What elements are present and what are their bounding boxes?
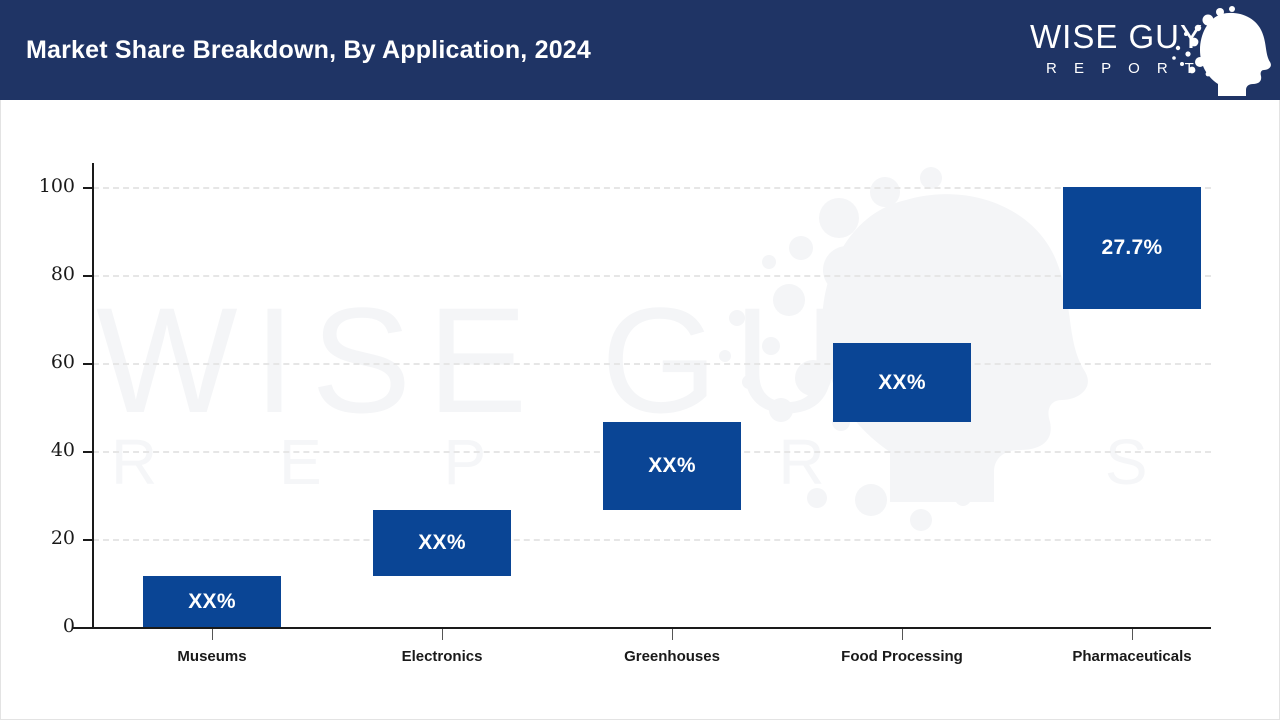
gridline-100 xyxy=(93,187,1211,189)
ytick-label-0: 0 xyxy=(62,615,75,637)
plot-area: 100 80 60 40 20 0 Museums Electronics Gr… xyxy=(1,100,1279,719)
xtick-label-pharmaceuticals: Pharmaceuticals xyxy=(1072,648,1192,665)
bar-greenhouses[interactable]: XX% xyxy=(603,422,741,511)
wise-guy-reports-logo: WISE GUY R E P O R T S xyxy=(1022,4,1272,99)
bar-pharmaceuticals[interactable]: 27.7% xyxy=(1063,187,1201,309)
ytick-mark-40 xyxy=(83,451,93,453)
bar-electronics[interactable]: XX% xyxy=(373,510,511,577)
xtick-mark-greenhouses xyxy=(672,629,673,640)
x-axis-line xyxy=(73,627,1211,629)
svg-text:WISE GUY: WISE GUY xyxy=(1030,18,1203,55)
bar-label-food-processing: XX% xyxy=(878,370,926,394)
xtick-mark-pharmaceuticals xyxy=(1132,629,1133,640)
ytick-mark-100 xyxy=(83,187,93,189)
gridline-80 xyxy=(93,275,1211,277)
gridline-20 xyxy=(93,539,1211,541)
logo-svg: WISE GUY R E P O R T S xyxy=(1030,6,1271,99)
xtick-label-museums: Museums xyxy=(177,648,247,665)
page-title: Market Share Breakdown, By Application, … xyxy=(26,35,592,64)
bar-label-museums: XX% xyxy=(188,589,236,613)
page-header: Market Share Breakdown, By Application, … xyxy=(0,0,1280,100)
xtick-mark-electronics xyxy=(442,629,443,640)
bar-label-electronics: XX% xyxy=(418,531,466,555)
ytick-mark-80 xyxy=(83,275,93,277)
ytick-label-80: 80 xyxy=(50,263,75,285)
ytick-label-20: 20 xyxy=(50,527,75,549)
xtick-label-food-processing: Food Processing xyxy=(841,648,963,665)
ytick-label-60: 60 xyxy=(50,351,75,373)
ytick-mark-60 xyxy=(83,363,93,365)
bar-museums[interactable]: XX% xyxy=(143,576,281,627)
ytick-label-100: 100 xyxy=(38,175,75,197)
xtick-label-electronics: Electronics xyxy=(401,648,483,665)
chart-frame: WISE GUY R E P O R T S xyxy=(0,100,1280,720)
bar-food-processing[interactable]: XX% xyxy=(833,343,971,423)
xtick-mark-food-processing xyxy=(902,629,903,640)
gridline-60 xyxy=(93,363,1211,365)
svg-text:R E P O R T S: R E P O R T S xyxy=(1046,60,1227,77)
ytick-label-40: 40 xyxy=(50,439,75,461)
xtick-label-greenhouses: Greenhouses xyxy=(624,648,720,665)
ytick-mark-20 xyxy=(83,539,93,541)
bar-label-greenhouses: XX% xyxy=(648,454,696,478)
xtick-mark-museums xyxy=(212,629,213,640)
y-axis-line xyxy=(92,163,94,629)
bar-label-pharmaceuticals: 27.7% xyxy=(1101,235,1163,259)
